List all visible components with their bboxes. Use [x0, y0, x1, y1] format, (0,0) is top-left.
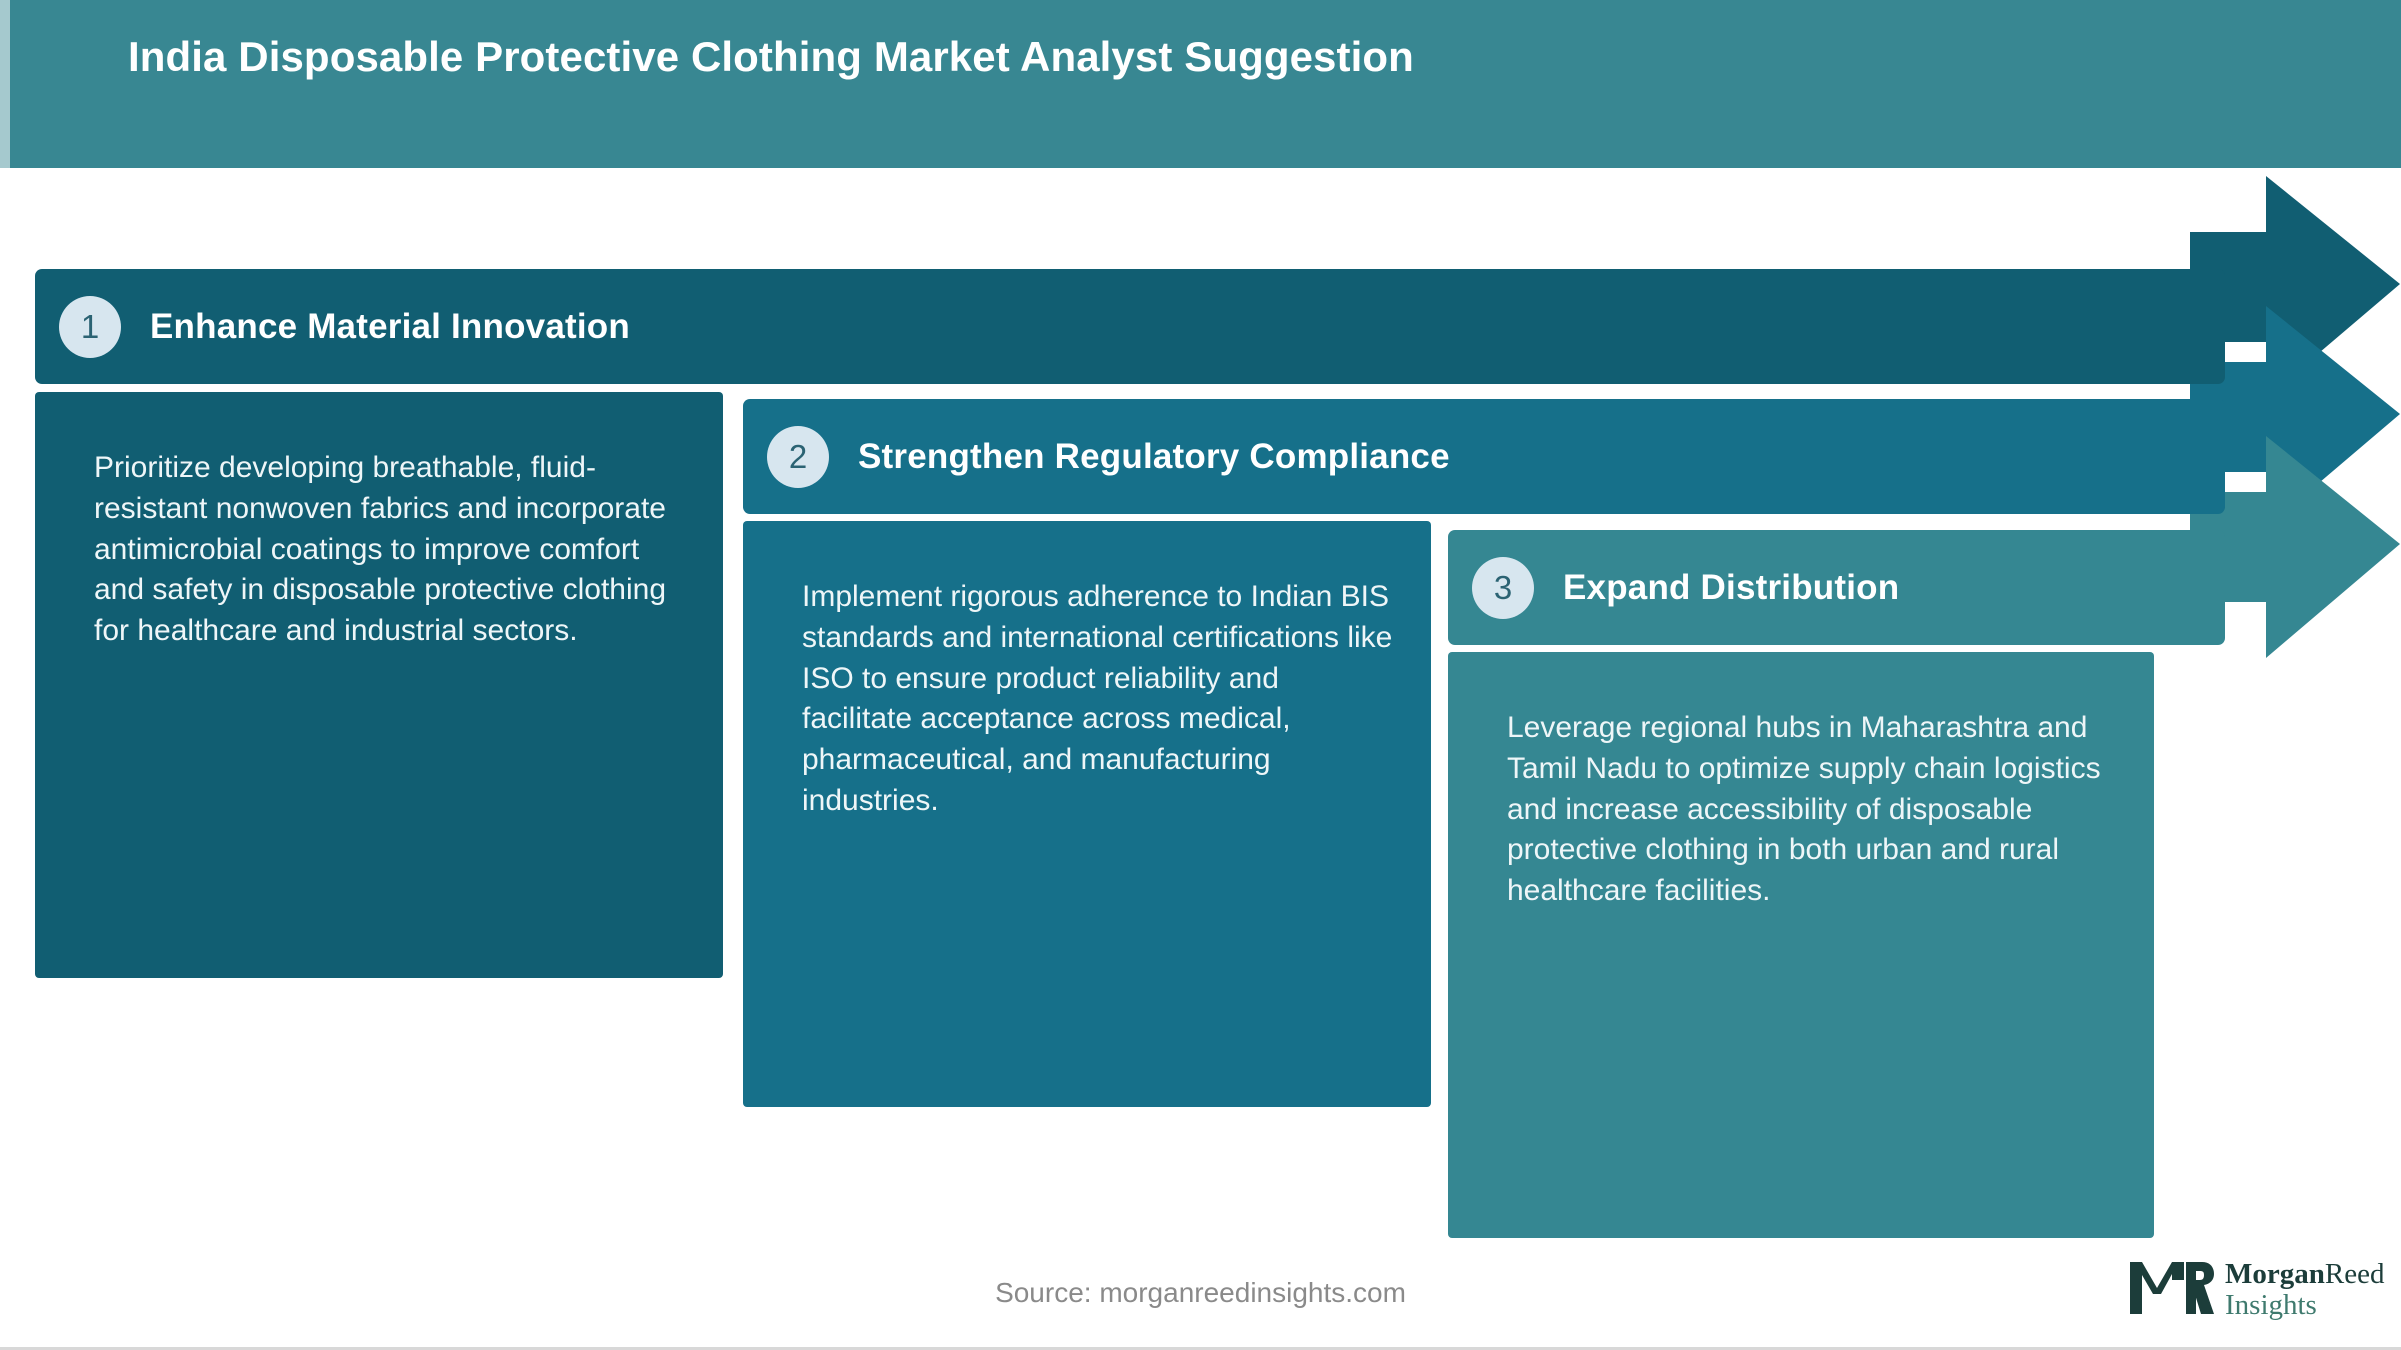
- morgan-reed-monogram-icon: [2128, 1258, 2214, 1321]
- step-title-2: Strengthen Regulatory Compliance: [858, 436, 1450, 476]
- step-body-1: Prioritize developing breathable, fluid-…: [94, 451, 667, 648]
- step-card-3: Leverage regional hubs in Maharashtra an…: [1448, 652, 2154, 1238]
- brand-logo: MorganReed Insights: [2128, 1258, 2384, 1321]
- brand-name-reed: Reed: [2324, 1258, 2385, 1291]
- brand-name-line1: MorganReed: [2225, 1259, 2384, 1289]
- step-banner-1[interactable]: 1 Enhance Material Innovation: [35, 269, 2225, 384]
- step-card-1: Prioritize developing breathable, fluid-…: [35, 392, 723, 978]
- step-card-2: Implement rigorous adherence to Indian B…: [743, 521, 1431, 1107]
- header-accent-bar: [0, 0, 10, 168]
- brand-name-line2: Insights: [2225, 1288, 2317, 1321]
- step-number-badge-3: 3: [1472, 556, 1534, 619]
- source-note: Source: morganreedinsights.com: [995, 1277, 1406, 1308]
- step-body-3: Leverage regional hubs in Maharashtra an…: [1507, 711, 2101, 908]
- step-body-2: Implement rigorous adherence to Indian B…: [802, 580, 1393, 817]
- step-title-3: Expand Distribution: [1563, 567, 1900, 607]
- page-title: India Disposable Protective Clothing Mar…: [128, 33, 1414, 80]
- step-title-1: Enhance Material Innovation: [150, 306, 630, 346]
- page-header: India Disposable Protective Clothing Mar…: [0, 0, 2401, 168]
- brand-logo-text: MorganReed Insights: [2225, 1259, 2384, 1320]
- step-number-badge-1: 1: [59, 295, 121, 358]
- step-number-badge-2: 2: [767, 425, 829, 488]
- brand-name-morgan: Morgan: [2225, 1258, 2325, 1291]
- step-banner-2[interactable]: 2 Strengthen Regulatory Compliance: [743, 399, 2225, 514]
- step-banner-3[interactable]: 3 Expand Distribution: [1448, 530, 2225, 645]
